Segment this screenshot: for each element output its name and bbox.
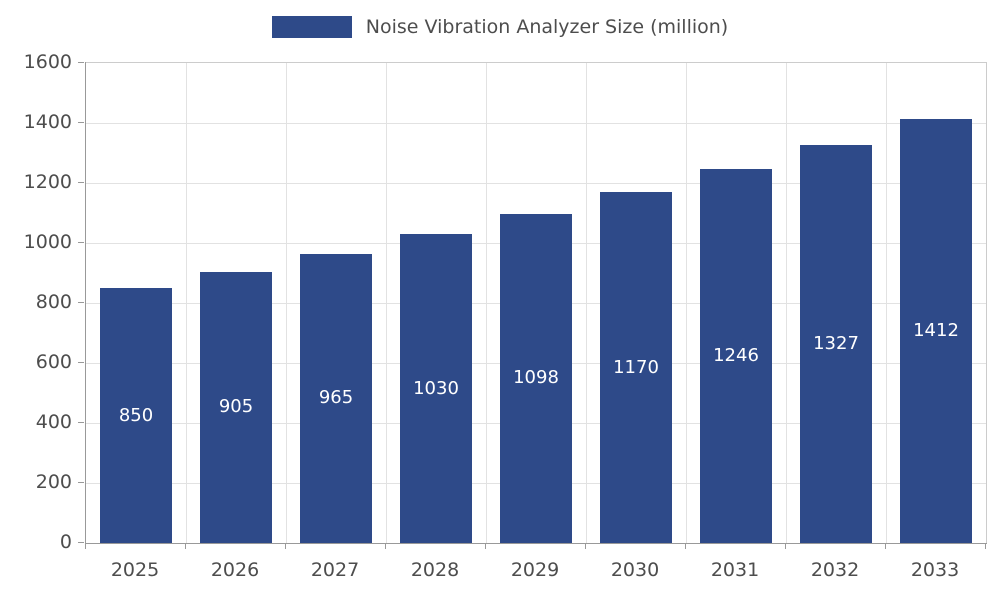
gridline-vertical [786, 63, 787, 543]
x-axis-tick-label: 2028 [410, 559, 460, 581]
bar-value-label: 1327 [813, 332, 859, 354]
x-axis-tick-label: 2027 [310, 559, 360, 581]
x-axis-tick-label: 2025 [110, 559, 160, 581]
x-axis-tick-mark [185, 543, 186, 549]
gridline-vertical [386, 63, 387, 543]
x-axis-tick-mark [85, 543, 86, 549]
bar-value-label: 1030 [413, 377, 459, 399]
bar-2029[interactable]: 1098 [500, 213, 572, 543]
x-axis-tick-label: 2029 [510, 559, 560, 581]
y-axis-tick-mark [78, 302, 84, 303]
y-axis-tick-mark [78, 182, 84, 183]
bar-value-label: 1246 [713, 345, 759, 367]
bar-2027[interactable]: 965 [300, 253, 372, 543]
x-axis-tick-mark [785, 543, 786, 549]
gridline-horizontal [86, 183, 986, 184]
bar-value-label: 1170 [613, 356, 659, 378]
bar-value-label: 1412 [913, 320, 959, 342]
y-axis-tick-mark [78, 422, 84, 423]
bar-value-label: 1098 [513, 367, 559, 389]
bar-2032[interactable]: 1327 [800, 144, 872, 543]
x-axis-tick-mark [985, 543, 986, 549]
x-axis-tick-label: 2030 [610, 559, 660, 581]
y-axis-tick-label: 400 [35, 411, 72, 433]
plot-area: 850 905 965 1030 1098 1170 1246 1327 1412 [85, 62, 987, 544]
x-axis-tick-label: 2031 [710, 559, 760, 581]
y-axis-tick-mark [78, 482, 84, 483]
bar-2026[interactable]: 905 [200, 271, 272, 543]
gridline-vertical [886, 63, 887, 543]
x-axis-tick-mark [885, 543, 886, 549]
x-axis-tick-label: 2033 [910, 559, 960, 581]
x-axis-tick-mark [385, 543, 386, 549]
x-axis-tick-mark [285, 543, 286, 549]
bar-value-label: 965 [318, 387, 354, 409]
legend-label: Noise Vibration Analyzer Size (million) [365, 16, 729, 38]
gridline-vertical [686, 63, 687, 543]
bar-2031[interactable]: 1246 [700, 169, 772, 543]
y-axis-tick-label: 1600 [23, 51, 72, 73]
x-axis-tick-label: 2026 [210, 559, 260, 581]
gridline-horizontal [86, 123, 986, 124]
legend-swatch-icon [271, 16, 352, 38]
y-axis-tick-label: 0 [59, 531, 72, 553]
y-axis-tick-mark [78, 62, 84, 63]
y-axis-tick-mark [78, 242, 84, 243]
x-axis-tick-mark [585, 543, 586, 549]
bar-value-label: 905 [218, 396, 254, 418]
bar-2025[interactable]: 850 [100, 288, 172, 543]
y-axis-tick-label: 1200 [23, 171, 72, 193]
gridline-vertical [486, 63, 487, 543]
y-axis-tick-label: 1000 [23, 231, 72, 253]
bar-2033[interactable]: 1412 [900, 119, 972, 543]
y-axis-tick-label: 800 [35, 291, 72, 313]
gridline-vertical [286, 63, 287, 543]
x-axis-tick-label: 2032 [810, 559, 860, 581]
bar-2028[interactable]: 1030 [400, 234, 472, 543]
y-axis-tick-label: 200 [35, 471, 72, 493]
x-axis-tick-mark [485, 543, 486, 549]
y-axis-tick-label: 1400 [23, 111, 72, 133]
y-axis-tick-label: 600 [35, 351, 72, 373]
y-axis-tick-mark [78, 362, 84, 363]
x-axis-tick-mark [685, 543, 686, 549]
bar-2030[interactable]: 1170 [600, 192, 672, 543]
gridline-vertical [186, 63, 187, 543]
y-axis-tick-mark [78, 542, 84, 543]
y-axis-tick-mark [78, 122, 84, 123]
bar-value-label: 850 [118, 404, 154, 426]
legend[interactable]: Noise Vibration Analyzer Size (million) [0, 16, 1000, 38]
gridline-vertical [586, 63, 587, 543]
